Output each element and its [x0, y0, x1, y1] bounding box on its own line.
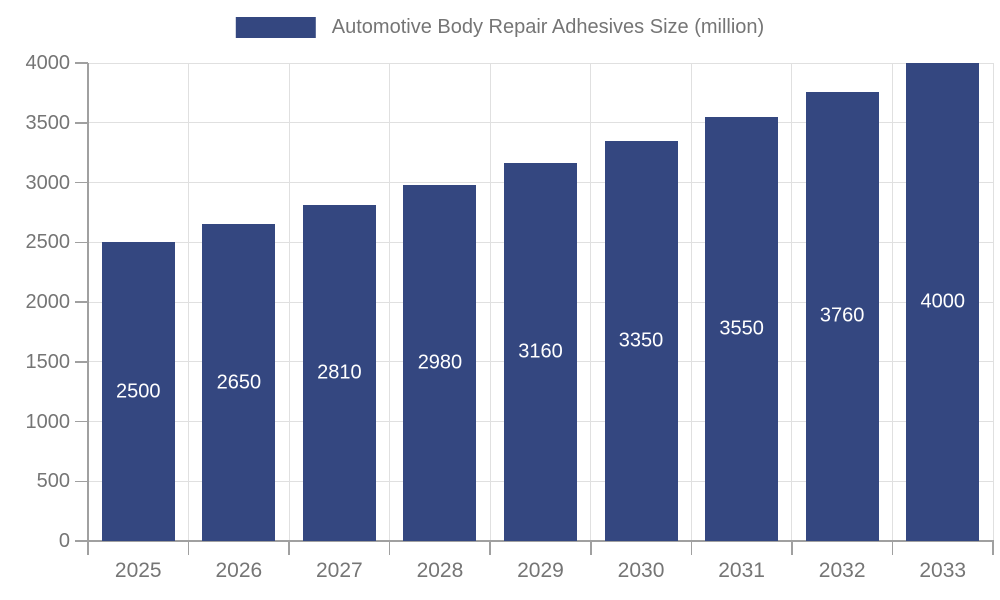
v-gridline: [992, 63, 994, 541]
x-tick-label: 2029: [517, 559, 564, 582]
x-tick: [489, 541, 491, 555]
bar: [705, 116, 779, 541]
x-axis-line: [87, 540, 994, 542]
v-gridline: [389, 63, 391, 541]
y-tick: [75, 62, 88, 64]
y-tick: [75, 540, 88, 542]
bar: [805, 91, 879, 541]
x-tick-label: 2031: [718, 559, 765, 582]
legend-label: Automotive Body Repair Adhesives Size (m…: [331, 15, 765, 38]
bar: [906, 63, 980, 541]
y-tick: [75, 301, 88, 303]
v-gridline: [489, 63, 491, 541]
x-tick: [288, 541, 290, 555]
bar-value-label: 2650: [216, 371, 262, 394]
h-gridline: [88, 122, 993, 124]
y-tick: [75, 122, 88, 124]
x-tick-label: 2025: [114, 559, 162, 582]
v-gridline: [690, 63, 692, 541]
bar-value-label: 3550: [719, 317, 764, 340]
v-gridline: [791, 63, 793, 541]
x-tick-label: 2032: [818, 559, 866, 582]
legend: Automotive Body Repair Adhesives Size (m…: [235, 12, 765, 42]
y-tick: [75, 420, 88, 423]
x-tick: [791, 541, 793, 555]
y-tick: [75, 241, 88, 243]
x-tick: [87, 541, 89, 555]
bar-value-label: 2810: [317, 361, 362, 384]
y-axis-line: [87, 63, 89, 541]
y-tick-label: 0: [58, 530, 70, 552]
bar-value-label: 2980: [417, 351, 463, 374]
y-tick-label: 2500: [25, 231, 71, 254]
x-tick: [992, 541, 994, 555]
y-tick: [75, 361, 88, 363]
x-tick: [891, 541, 894, 555]
v-gridline: [288, 63, 290, 541]
x-tick-label: 2033: [919, 559, 967, 582]
bar-value-label: 3160: [518, 340, 563, 363]
y-tick-label: 2000: [25, 291, 71, 313]
x-tick-label: 2028: [416, 559, 464, 582]
v-gridline: [590, 63, 592, 541]
y-tick-label: 1000: [25, 410, 71, 433]
y-tick: [75, 181, 88, 184]
v-gridline: [891, 63, 893, 541]
y-tick-label: 4000: [25, 52, 71, 74]
bar: [504, 163, 577, 541]
bar: [202, 224, 276, 541]
x-tick: [187, 541, 190, 555]
v-gridline: [188, 63, 190, 541]
bar: [101, 242, 175, 541]
bar: [604, 140, 678, 541]
y-tick: [75, 480, 88, 482]
bar: [302, 205, 376, 541]
legend-swatch: [235, 16, 316, 38]
bar-value-label: 2500: [116, 380, 161, 403]
x-tick-label: 2027: [316, 559, 363, 582]
x-tick: [590, 541, 592, 555]
bar-value-label: 3350: [618, 329, 664, 352]
bar: [403, 184, 477, 541]
bar-value-label: 4000: [920, 290, 965, 313]
x-tick: [388, 541, 391, 555]
x-tick: [690, 541, 693, 555]
h-gridline: [88, 62, 993, 64]
x-tick-label: 2026: [215, 559, 263, 582]
y-tick-label: 1500: [25, 350, 71, 373]
bar-value-label: 3760: [819, 304, 865, 327]
y-tick-label: 500: [36, 470, 70, 493]
y-tick-label: 3500: [25, 111, 71, 134]
y-tick-label: 3000: [25, 171, 71, 194]
x-tick-label: 2030: [617, 559, 665, 582]
